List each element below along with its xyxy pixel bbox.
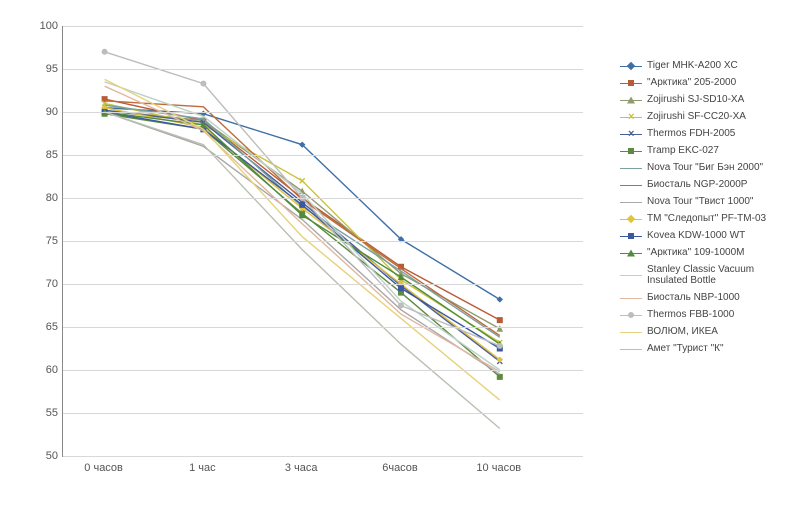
- legend-label: "Арктика" 109-1000M: [647, 247, 745, 258]
- x-tick-label: 6часов: [382, 462, 418, 474]
- legend-item: "Арктика" 205-2000: [620, 77, 795, 88]
- legend-item: Nova Tour "Биг Бэн 2000": [620, 162, 795, 173]
- legend-label: Биосталь NBP-1000: [647, 292, 740, 303]
- legend-item: Биосталь NBP-1000: [620, 292, 795, 303]
- y-tick-label: 55: [18, 407, 58, 419]
- chart-legend: Tiger MHK-A200 XC "Арктика" 205-2000 Zojir…: [620, 60, 795, 360]
- y-tick-label: 90: [18, 106, 58, 118]
- gridline: [63, 69, 583, 70]
- legend-swatch: [620, 231, 642, 241]
- y-tick-label: 80: [18, 192, 58, 204]
- legend-label: Nova Tour "Биг Бэн 2000": [647, 162, 763, 173]
- series-marker: [300, 202, 305, 207]
- series-marker: [102, 49, 107, 54]
- legend-label: TM "Следопыт" PF-TM-03: [647, 213, 766, 224]
- temperature-retention-chart: 50 55 60 65 70 75 80 85 90 95 100 0 часов 1 час 3 час…: [18, 18, 598, 500]
- series-marker: [300, 178, 305, 183]
- legend-swatch: [620, 248, 642, 258]
- legend-item: Tramp EKC-027: [620, 145, 795, 156]
- gridline: [63, 327, 583, 328]
- series-marker: [201, 81, 206, 86]
- legend-swatch: [620, 146, 642, 156]
- legend-label: Kovea KDW-1000 WT: [647, 230, 745, 241]
- legend-item: Zojirushi SJ-SD10-XA: [620, 94, 795, 105]
- legend-swatch: [620, 310, 642, 320]
- legend-label: Tramp EKC-027: [647, 145, 719, 156]
- legend-swatch: [620, 95, 642, 105]
- gridline: [63, 456, 583, 457]
- legend-item: TM "Следопыт" PF-TM-03: [620, 213, 795, 224]
- legend-item: ВОЛЮМ, ИКЕА: [620, 326, 795, 337]
- legend-item: Kovea KDW-1000 WT: [620, 230, 795, 241]
- legend-label: Thermos FBB-1000: [647, 309, 734, 320]
- series-line: [105, 112, 500, 428]
- x-tick-label: 3 часа: [285, 462, 318, 474]
- y-tick-label: 75: [18, 235, 58, 247]
- series-line: [105, 101, 500, 336]
- legend-label: Биосталь NGP-2000P: [647, 179, 747, 190]
- x-tick-label: 10 часов: [476, 462, 521, 474]
- legend-swatch: [620, 327, 642, 337]
- gridline: [63, 112, 583, 113]
- legend-label: ВОЛЮМ, ИКЕА: [647, 326, 718, 337]
- legend-item: "Арктика" 109-1000M: [620, 247, 795, 258]
- y-tick-label: 60: [18, 364, 58, 376]
- series-line: [105, 105, 500, 337]
- series-marker: [497, 374, 502, 379]
- legend-item: Tiger MHK-A200 XC: [620, 60, 795, 71]
- x-tick-label: 0 часов: [84, 462, 123, 474]
- legend-label: Амет "Турист "К": [647, 343, 724, 354]
- legend-swatch: [620, 344, 642, 354]
- legend-swatch: [620, 214, 642, 224]
- legend-swatch: [620, 180, 642, 190]
- y-tick-label: 50: [18, 450, 58, 462]
- series-line: [105, 112, 500, 374]
- legend-item: Nova Tour "Твист 1000": [620, 196, 795, 207]
- legend-swatch: [620, 163, 642, 173]
- series-line: [105, 79, 500, 400]
- y-tick-label: 85: [18, 149, 58, 161]
- legend-item: Stanley Classic Vacuum Insulated Bottle: [620, 264, 795, 286]
- legend-swatch: [620, 270, 642, 280]
- legend-swatch: ×: [620, 129, 642, 139]
- gridline: [63, 413, 583, 414]
- legend-label: "Арктика" 205-2000: [647, 77, 736, 88]
- y-tick-label: 100: [18, 20, 58, 32]
- legend-item: × Zojirushi SF-CC20-XA: [620, 111, 795, 122]
- gridline: [63, 155, 583, 156]
- legend-item: Thermos FBB-1000: [620, 309, 795, 320]
- gridline: [63, 26, 583, 27]
- legend-item: × Thermos FDH-2005: [620, 128, 795, 139]
- legend-item: Биосталь NGP-2000P: [620, 179, 795, 190]
- series-marker: [399, 286, 404, 291]
- legend-label: Nova Tour "Твист 1000": [647, 196, 753, 207]
- gridline: [63, 241, 583, 242]
- legend-label: Stanley Classic Vacuum Insulated Bottle: [647, 264, 795, 286]
- legend-label: Zojirushi SJ-SD10-XA: [647, 94, 744, 105]
- legend-swatch: [620, 78, 642, 88]
- x-tick-label: 1 час: [189, 462, 216, 474]
- series-marker: [399, 303, 404, 308]
- legend-label: Thermos FDH-2005: [647, 128, 735, 139]
- legend-swatch: ×: [620, 112, 642, 122]
- legend-swatch: [620, 293, 642, 303]
- gridline: [63, 370, 583, 371]
- legend-item: Амет "Турист "К": [620, 343, 795, 354]
- gridline: [63, 284, 583, 285]
- y-tick-label: 95: [18, 63, 58, 75]
- legend-label: Tiger MHK-A200 XC: [647, 60, 738, 71]
- legend-swatch: [620, 61, 642, 71]
- legend-label: Zojirushi SF-CC20-XA: [647, 111, 746, 122]
- y-tick-label: 70: [18, 278, 58, 290]
- series-marker: [497, 318, 502, 323]
- series-marker: [497, 343, 502, 348]
- plot-area: [62, 26, 583, 457]
- gridline: [63, 198, 583, 199]
- legend-swatch: [620, 197, 642, 207]
- y-tick-label: 65: [18, 321, 58, 333]
